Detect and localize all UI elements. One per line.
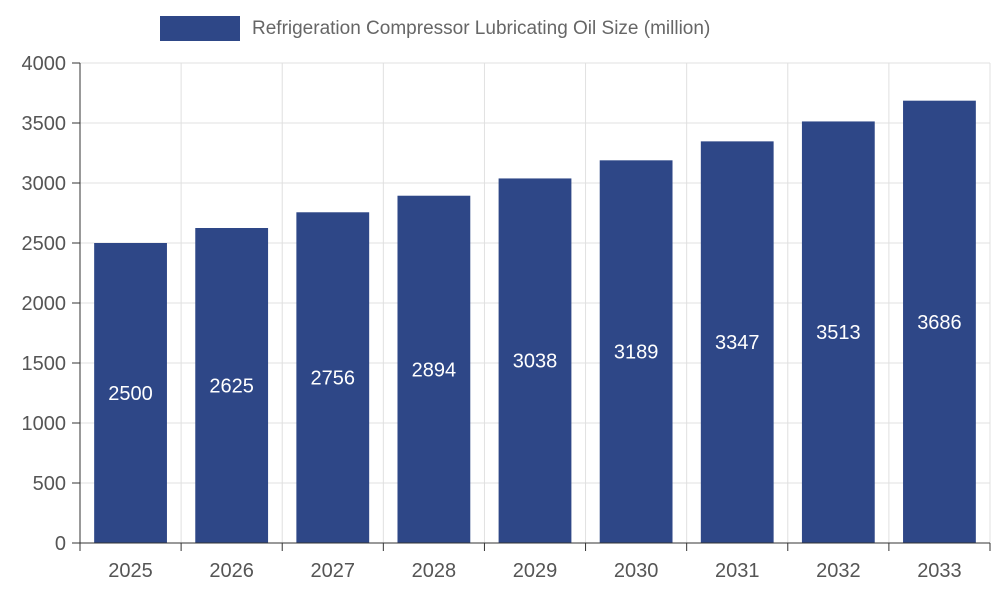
bar-value-label: 3513 [816, 322, 861, 344]
legend[interactable]: Refrigeration Compressor Lubricating Oil… [160, 16, 710, 41]
legend-swatch[interactable] [160, 16, 240, 41]
bar-value-label: 2625 [209, 376, 254, 398]
bar[interactable] [195, 228, 269, 543]
x-tick-label: 2031 [715, 560, 760, 582]
x-tick-label: 2029 [513, 560, 558, 582]
bar[interactable] [397, 195, 471, 543]
y-tick-label: 1000 [22, 413, 67, 435]
x-tick-label: 2033 [917, 560, 962, 582]
chart-title: Refrigeration Compressor Lubricating Oil… [252, 17, 711, 39]
bar-value-label: 3686 [917, 312, 962, 334]
y-tick-label: 1500 [22, 353, 67, 375]
y-tick-label: 3000 [22, 173, 67, 195]
x-tick-label: 2030 [614, 560, 659, 582]
bar-value-label: 3347 [715, 332, 760, 354]
bar-value-label: 3189 [614, 342, 659, 364]
y-tick-label: 0 [55, 533, 66, 555]
y-tick-label: 2000 [22, 293, 67, 315]
x-tick-label: 2026 [209, 560, 254, 582]
x-tick-label: 2032 [816, 560, 861, 582]
x-tick-label: 2025 [108, 560, 153, 582]
x-tick-label: 2027 [311, 560, 356, 582]
bar[interactable] [700, 141, 774, 544]
bar[interactable] [498, 178, 572, 543]
x-tick-label: 2028 [412, 560, 457, 582]
y-tick-label: 2500 [22, 233, 67, 255]
y-tick-label: 4000 [22, 53, 67, 75]
bar-value-label: 2500 [108, 383, 153, 405]
bar[interactable] [801, 121, 875, 543]
bar-value-label: 2756 [311, 368, 356, 390]
bar[interactable] [903, 100, 976, 544]
bar[interactable] [599, 160, 673, 543]
bar-value-label: 3038 [513, 351, 558, 373]
y-tick-label: 3500 [22, 113, 67, 135]
bar-value-label: 2894 [412, 359, 457, 381]
bar[interactable] [94, 243, 167, 543]
y-tick-label: 500 [33, 473, 66, 495]
bar[interactable] [296, 212, 370, 543]
